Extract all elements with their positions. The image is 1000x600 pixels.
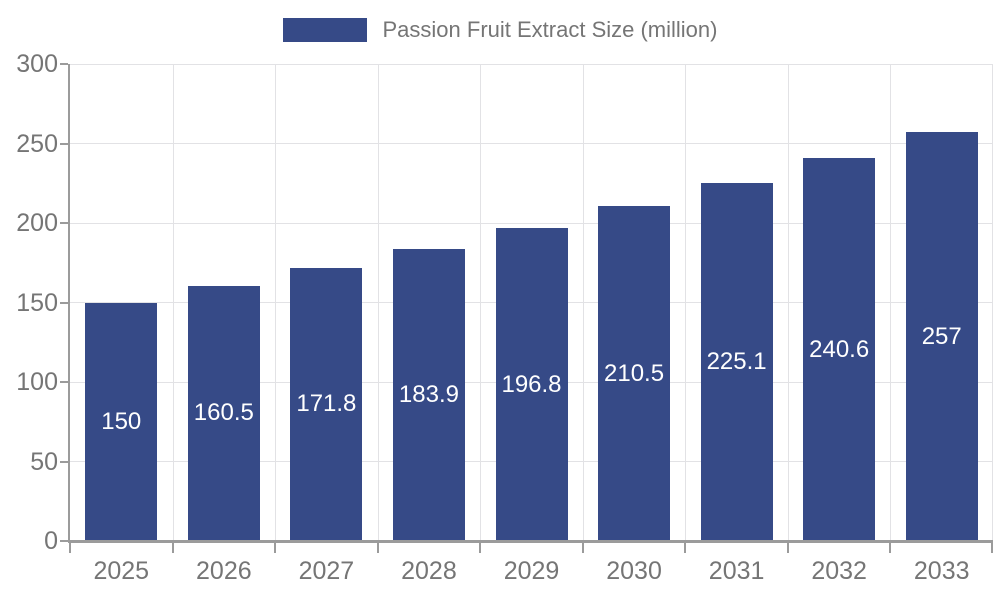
y-axis-tick-label: 50 <box>30 447 58 476</box>
v-gridline <box>992 64 993 541</box>
bar-value-label: 196.8 <box>501 370 562 398</box>
y-axis-tick <box>60 63 68 65</box>
y-axis-line <box>68 64 70 543</box>
v-gridline <box>787 64 789 541</box>
bar-2031[interactable]: 225.1 <box>700 183 773 541</box>
y-axis-tick <box>60 460 68 463</box>
x-axis-tick-label: 2025 <box>93 557 150 585</box>
bar-2032[interactable]: 240.6 <box>803 158 876 541</box>
h-gridline <box>70 143 993 144</box>
v-gridline <box>377 64 379 541</box>
x-axis-tick-label: 2029 <box>503 557 560 585</box>
bar-2030[interactable]: 210.5 <box>598 206 671 541</box>
y-axis-tick <box>60 540 68 542</box>
v-gridline <box>172 64 174 541</box>
x-axis-tick <box>479 543 482 553</box>
x-axis-tick <box>889 543 892 553</box>
x-axis-tick <box>684 543 687 553</box>
x-axis-tick-label: 2026 <box>196 557 252 585</box>
legend-label: Passion Fruit Extract Size (million) <box>382 17 718 42</box>
h-gridline <box>70 63 993 65</box>
bar-value-label: 225.1 <box>706 348 767 376</box>
bar-value-label: 210.5 <box>604 359 665 387</box>
y-axis-tick <box>60 222 68 224</box>
y-axis-tick <box>60 142 68 145</box>
y-axis-tick <box>60 301 68 304</box>
y-axis-tick <box>60 381 68 383</box>
bar-2026[interactable]: 160.5 <box>187 285 260 541</box>
x-axis-tick-label: 2030 <box>606 557 662 585</box>
bar-value-label: 183.9 <box>398 380 459 408</box>
x-axis-tick <box>171 543 174 553</box>
v-gridline <box>275 64 277 541</box>
chart-legend[interactable]: Passion Fruit Extract Size (million) <box>0 16 1000 44</box>
bar-2029[interactable]: 196.8 <box>495 228 568 541</box>
bar-value-label: 160.5 <box>193 399 254 427</box>
y-axis-tick-label: 250 <box>16 129 58 158</box>
x-axis-tick <box>991 543 993 553</box>
v-gridline <box>480 64 482 541</box>
x-axis-line <box>68 540 993 543</box>
v-gridline <box>685 64 687 541</box>
legend-swatch-icon <box>282 18 367 42</box>
plot-area: 150 160.5 171.8 183.9 196.8 210.5 225.1 240.6 25… <box>60 63 993 553</box>
bar-2027[interactable]: 171.8 <box>290 267 363 541</box>
v-gridline <box>890 64 892 541</box>
x-axis-tick <box>274 543 277 553</box>
y-axis-tick-label: 0 <box>44 527 58 555</box>
bar-2028[interactable]: 183.9 <box>392 248 465 541</box>
x-axis-tick-label: 2032 <box>811 557 867 585</box>
y-axis-tick-label: 300 <box>16 50 58 78</box>
bar-value-label: 171.8 <box>296 390 357 418</box>
y-axis-tick-label: 150 <box>16 288 58 317</box>
y-axis-tick-label: 100 <box>16 368 58 396</box>
bar-value-label: 257 <box>921 322 962 350</box>
v-gridline <box>582 64 584 541</box>
x-axis-tick <box>581 543 584 553</box>
y-axis-tick-label: 200 <box>16 209 58 237</box>
x-axis-tick-label: 2028 <box>401 557 457 585</box>
bar-value-label: 240.6 <box>809 335 870 363</box>
h-gridline <box>70 222 993 224</box>
bar-2025[interactable]: 150 <box>85 302 158 541</box>
x-axis-tick <box>786 543 789 553</box>
x-axis-tick <box>376 543 379 553</box>
x-axis-tick-label: 2027 <box>298 557 355 585</box>
x-axis-tick <box>69 543 71 553</box>
x-axis-tick-label: 2031 <box>708 557 765 585</box>
bar-value-label: 150 <box>101 407 142 435</box>
x-axis-tick-label: 2033 <box>913 557 970 585</box>
bar-2033[interactable]: 257 <box>905 132 978 541</box>
